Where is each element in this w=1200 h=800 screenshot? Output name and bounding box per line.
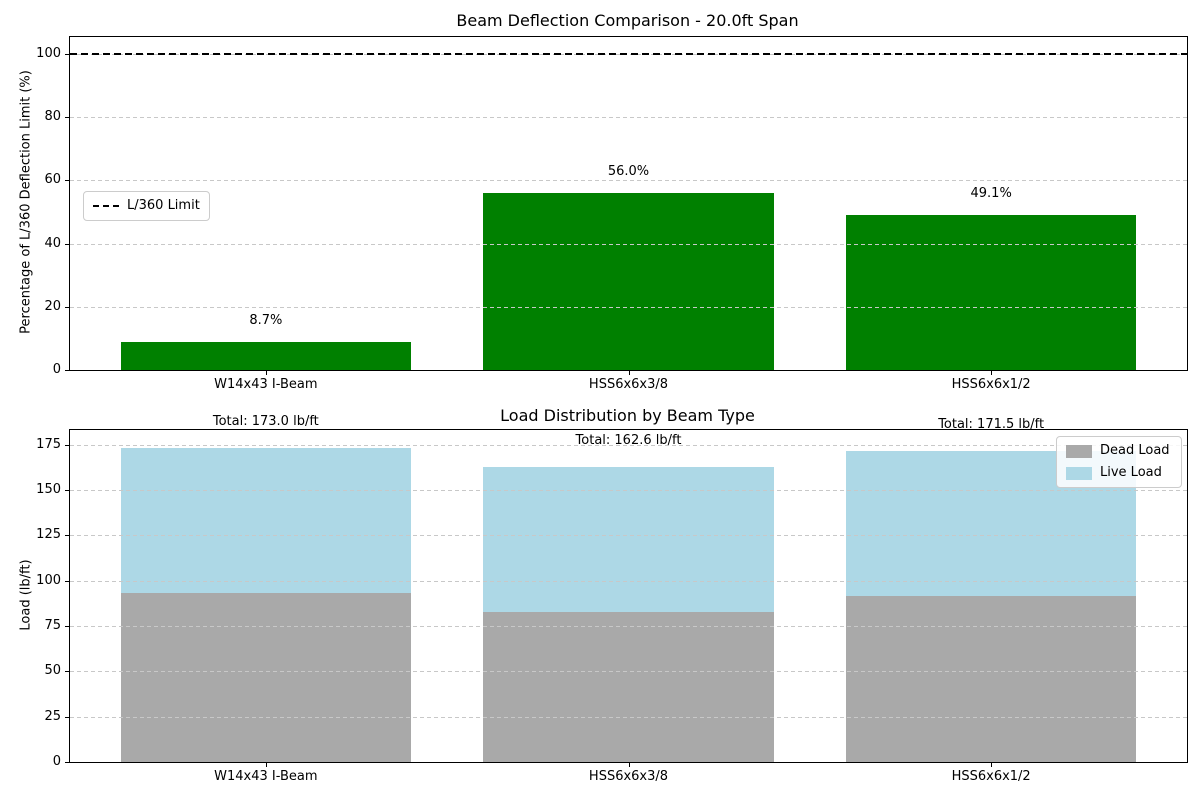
bar-live-load — [483, 467, 774, 613]
load-legend: Dead Load Live Load — [1056, 436, 1182, 488]
x-tick-mark — [265, 763, 267, 767]
y-tick-label: 100 — [36, 45, 61, 61]
legend-label: Dead Load — [1100, 443, 1170, 458]
gridline — [70, 180, 1187, 182]
legend-entry: Live Load — [1066, 465, 1172, 481]
gridline — [70, 671, 1187, 673]
x-tick-mark — [265, 371, 267, 375]
load-plot-area — [69, 429, 1188, 763]
x-tick-mark — [628, 763, 630, 767]
gridline — [70, 243, 1187, 245]
x-tick-mark — [991, 371, 993, 375]
x-tick-mark — [991, 763, 993, 767]
bar-value — [846, 214, 1137, 370]
deflection-legend: L/360 Limit — [83, 191, 210, 221]
deflection-chart-title: Beam Deflection Comparison - 20.0ft Span — [456, 11, 799, 30]
bar-dead-load — [483, 612, 774, 762]
bar-value — [483, 192, 774, 370]
y-tick-label: 150 — [36, 482, 61, 498]
y-tick-label: 0 — [52, 754, 61, 769]
gridline — [70, 444, 1187, 446]
legend-label: Live Load — [1100, 465, 1162, 480]
bar-live-load — [120, 448, 411, 594]
x-tick-mark — [628, 371, 630, 375]
color-swatch — [1066, 466, 1092, 480]
deflection-plot-area — [69, 36, 1188, 371]
gridline — [70, 580, 1187, 582]
gridline — [70, 490, 1187, 492]
load-chart-title: Load Distribution by Beam Type — [500, 406, 755, 425]
gridline — [70, 117, 1187, 118]
y-tick-label: 50 — [44, 663, 61, 679]
legend-entry: Dead Load — [1066, 443, 1172, 459]
bar-dead-load — [846, 596, 1137, 762]
x-tick-label: W14x43 I-Beam — [214, 377, 318, 392]
y-tick-label: 125 — [36, 527, 61, 543]
x-tick-label: HSS6x6x1/2 — [951, 769, 1031, 784]
reference-limit-line — [70, 52, 1187, 55]
bar-value — [120, 342, 411, 370]
gridline — [70, 535, 1187, 537]
x-tick-label: HSS6x6x3/8 — [588, 769, 669, 784]
gridline — [70, 306, 1187, 308]
load-y-axis-label: Load (lb/ft) — [18, 559, 34, 631]
x-tick-label: HSS6x6x3/8 — [588, 377, 669, 392]
color-swatch — [1066, 444, 1092, 458]
legend-entry: L/360 Limit — [93, 198, 200, 214]
dashed-line-swatch — [93, 205, 119, 207]
deflection-y-axis-label: Percentage of L/360 Deflection Limit (%) — [18, 70, 34, 334]
y-tick-label: 175 — [36, 436, 61, 452]
x-tick-label: HSS6x6x1/2 — [951, 377, 1031, 392]
bar-dead-load — [120, 593, 411, 762]
gridline — [70, 626, 1187, 628]
legend-label: L/360 Limit — [127, 198, 200, 213]
x-tick-label: W14x43 I-Beam — [214, 769, 318, 784]
gridline — [70, 716, 1187, 718]
y-tick-label: 0 — [52, 362, 61, 377]
y-tick-label: 25 — [44, 708, 61, 724]
